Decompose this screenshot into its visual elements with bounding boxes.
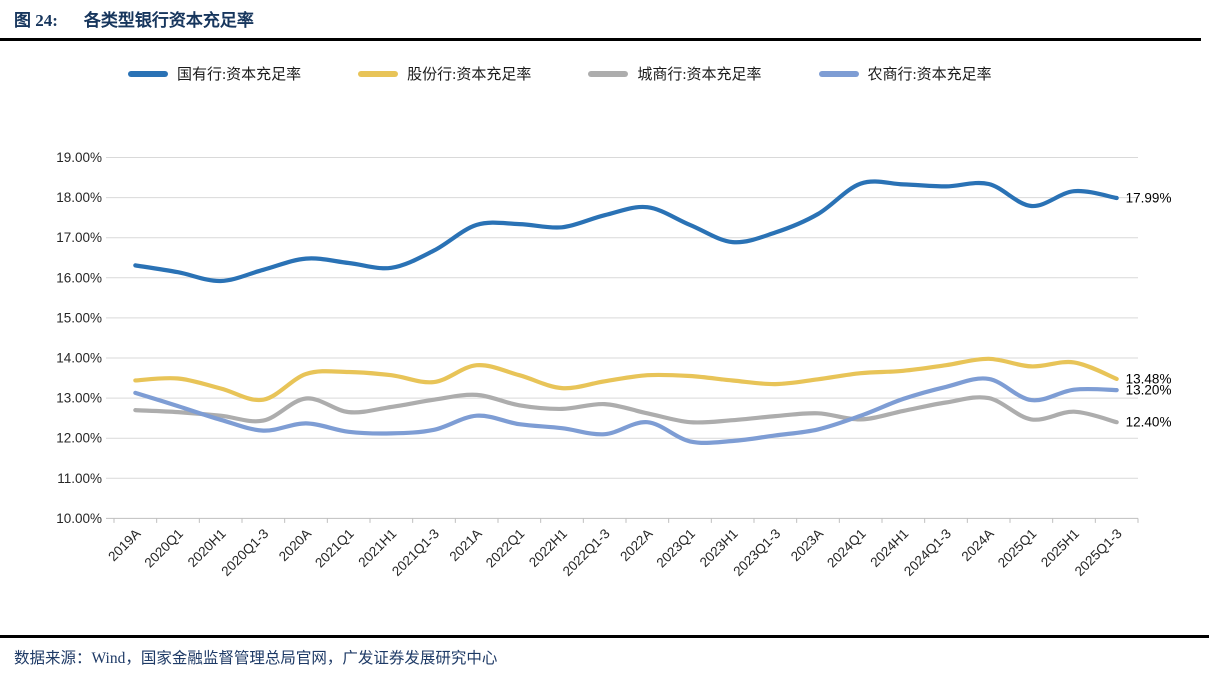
legend-swatch-icon	[818, 70, 859, 77]
y-tick-label: 10.00%	[56, 511, 102, 526]
y-tick-label: 13.00%	[56, 391, 102, 406]
legend-label: 城商行:资本充足率	[637, 67, 762, 83]
figure-header: 图 24: 各类型银行资本充足率	[14, 6, 254, 31]
legend-item-joint-stock-banks: 股份行:资本充足率	[358, 63, 531, 84]
x-tick-label: 2023A	[788, 526, 826, 564]
legend-item-rural-commercial-banks: 农商行:资本充足率	[818, 63, 992, 84]
legend-item-state-owned-banks: 国有行:资本充足率	[128, 63, 301, 84]
y-tick-label: 11.00%	[57, 471, 102, 486]
y-tick-label: 19.00%	[56, 150, 102, 165]
legend-label: 国有行:资本充足率	[177, 67, 302, 83]
series-end-label: 12.40%	[1126, 415, 1172, 430]
x-tick-label: 2020Q1-3	[218, 526, 271, 579]
x-tick-label: 2025Q1	[995, 526, 1040, 571]
x-tick-label: 2021Q1	[312, 526, 357, 571]
x-tick-label: 2024Q1-3	[901, 526, 954, 579]
x-tick-label: 2024A	[959, 526, 997, 564]
series-line-2	[133, 392, 1119, 425]
x-tick-label: 2025Q1-3	[1072, 526, 1125, 579]
y-tick-label: 15.00%	[56, 310, 102, 325]
legend-label: 农商行:资本充足率	[867, 67, 992, 83]
source-divider	[0, 635, 1209, 638]
legend-label: 股份行:资本充足率	[407, 67, 532, 83]
series-end-label: 13.48%	[1126, 371, 1172, 386]
x-tick-label: 2023Q1	[654, 526, 699, 571]
y-tick-label: 17.00%	[56, 230, 102, 245]
figure-title: 各类型银行资本充足率	[83, 11, 254, 30]
chart-legend: 国有行:资本充足率 股份行:资本充足率 城商行:资本充足率 农商行:资本充足率	[128, 63, 992, 84]
legend-swatch-icon	[128, 70, 168, 77]
x-tick-label: 2020Q1	[142, 526, 187, 571]
y-tick-label: 16.00%	[56, 270, 102, 285]
line-chart: 10.00% 11.00% 12.00% 13.00% 14.00% 15.00% 16.0…	[56, 150, 1172, 579]
series-end-label: 17.99%	[1126, 191, 1172, 206]
legend-item-city-commercial-banks: 城商行:资本充足率	[588, 63, 762, 84]
series-line-0	[133, 179, 1119, 284]
y-tick-label: 14.00%	[56, 351, 102, 366]
x-tick-label: 2020A	[276, 526, 314, 564]
data-source: 数据来源：Wind，国家金融监督管理总局官网，广发证券发展研究中心	[14, 650, 498, 667]
y-tick-label: 18.00%	[56, 190, 102, 205]
series-line-3	[133, 376, 1119, 445]
y-tick-label: 12.00%	[56, 431, 102, 446]
x-tick-label: 2019A	[105, 526, 143, 564]
series-end-label: 13.20%	[1126, 383, 1172, 398]
x-tick-label: 2022Q1	[483, 526, 528, 571]
series-line-1	[133, 356, 1119, 403]
x-tick-label: 2022A	[617, 526, 655, 564]
figure-tag: 图 24:	[14, 11, 58, 30]
legend-swatch-icon	[588, 70, 629, 77]
x-tick-label: 2022Q1-3	[560, 526, 613, 579]
x-tick-label: 2023Q1-3	[730, 526, 783, 579]
title-divider	[0, 38, 1201, 41]
x-tick-label: 2024Q1	[824, 526, 869, 571]
x-tick-label: 2021Q1-3	[389, 526, 442, 579]
legend-swatch-icon	[358, 70, 399, 77]
x-tick-label: 2021A	[447, 526, 485, 564]
